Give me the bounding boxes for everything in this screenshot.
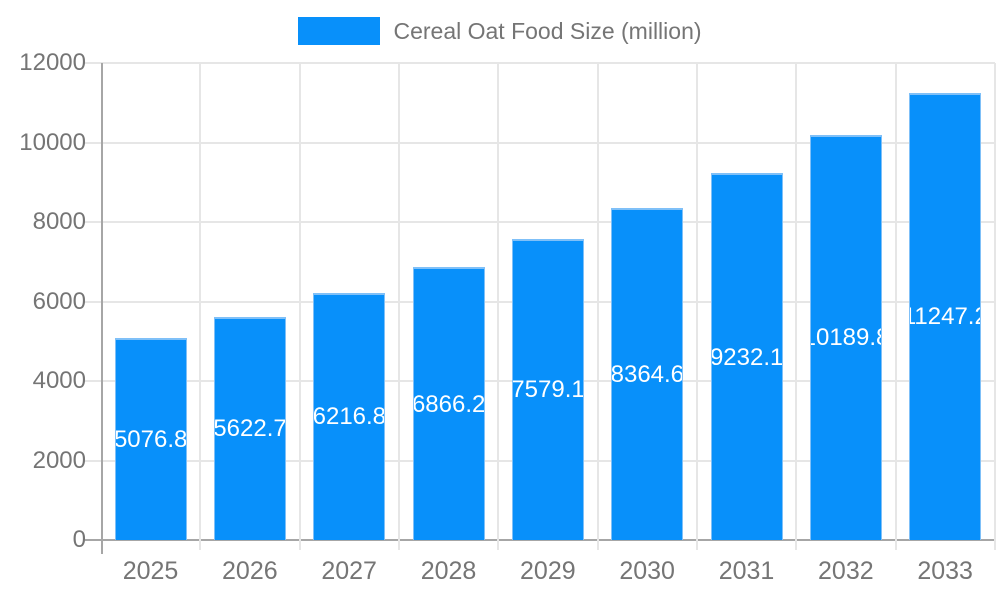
y-tick-label: 12000 [19,49,86,76]
x-tick-label: 2027 [321,557,377,585]
v-gridline [199,63,202,550]
y-axis-line [101,63,103,554]
v-gridline [894,63,897,550]
x-axis-baseline [85,539,995,541]
h-gridline [85,141,995,144]
v-gridline [994,63,996,550]
y-tick-label: 4000 [32,367,86,394]
bar[interactable]: 5622.7 [214,316,286,540]
x-tick-label: 2033 [917,557,973,585]
bar-value-label: 8364.6 [611,360,684,388]
bar-value-label: 11247.2 [910,303,980,331]
v-gridline [398,63,400,550]
x-tick-label: 2028 [420,557,477,585]
bar[interactable]: 6216.8 [313,292,386,540]
bar[interactable]: 7579.1 [512,238,584,540]
y-tick-label: 6000 [32,287,86,315]
legend: Cereal Oat Food Size (million) [0,17,1000,45]
bar[interactable]: 5076.8 [114,338,187,540]
y-tick-label: 8000 [32,208,86,235]
y-tick-label: 10000 [19,128,86,156]
bar[interactable]: 11247.2 [909,92,982,540]
v-gridline [696,63,698,550]
x-tick-label: 2030 [619,557,675,585]
bar-value-label: 7579.1 [512,376,584,404]
legend-series-label: Cereal Oat Food Size (million) [393,18,702,44]
bar[interactable]: 8364.6 [611,207,684,540]
h-gridline [85,221,995,223]
v-gridline [596,63,599,550]
y-tick-label: 0 [72,526,86,553]
bar-value-label: 6216.8 [313,403,386,431]
x-tick-label: 2032 [818,557,874,585]
v-gridline [795,63,798,550]
v-gridline [497,63,500,550]
x-tick-label: 2025 [122,557,179,585]
bar[interactable]: 9232.1 [710,173,783,540]
bar-value-label: 6866.2 [412,390,485,418]
h-gridline [85,62,995,64]
x-tick-label: 2026 [222,557,278,585]
y-tick-label: 2000 [32,446,86,474]
bar-value-label: 5622.7 [214,415,286,443]
bar[interactable]: 6866.2 [412,267,485,540]
v-gridline [298,63,301,550]
bar-value-label: 5076.8 [114,426,187,454]
bar-value-label: 9232.1 [710,343,783,371]
legend-color-swatch [298,17,381,45]
plot-area: 5076.8 5622.7 6216.8 6866.2 7579.1 8364.6 9232… [85,62,996,554]
x-tick-label: 2029 [520,557,576,585]
x-tick-label: 2031 [718,557,775,585]
